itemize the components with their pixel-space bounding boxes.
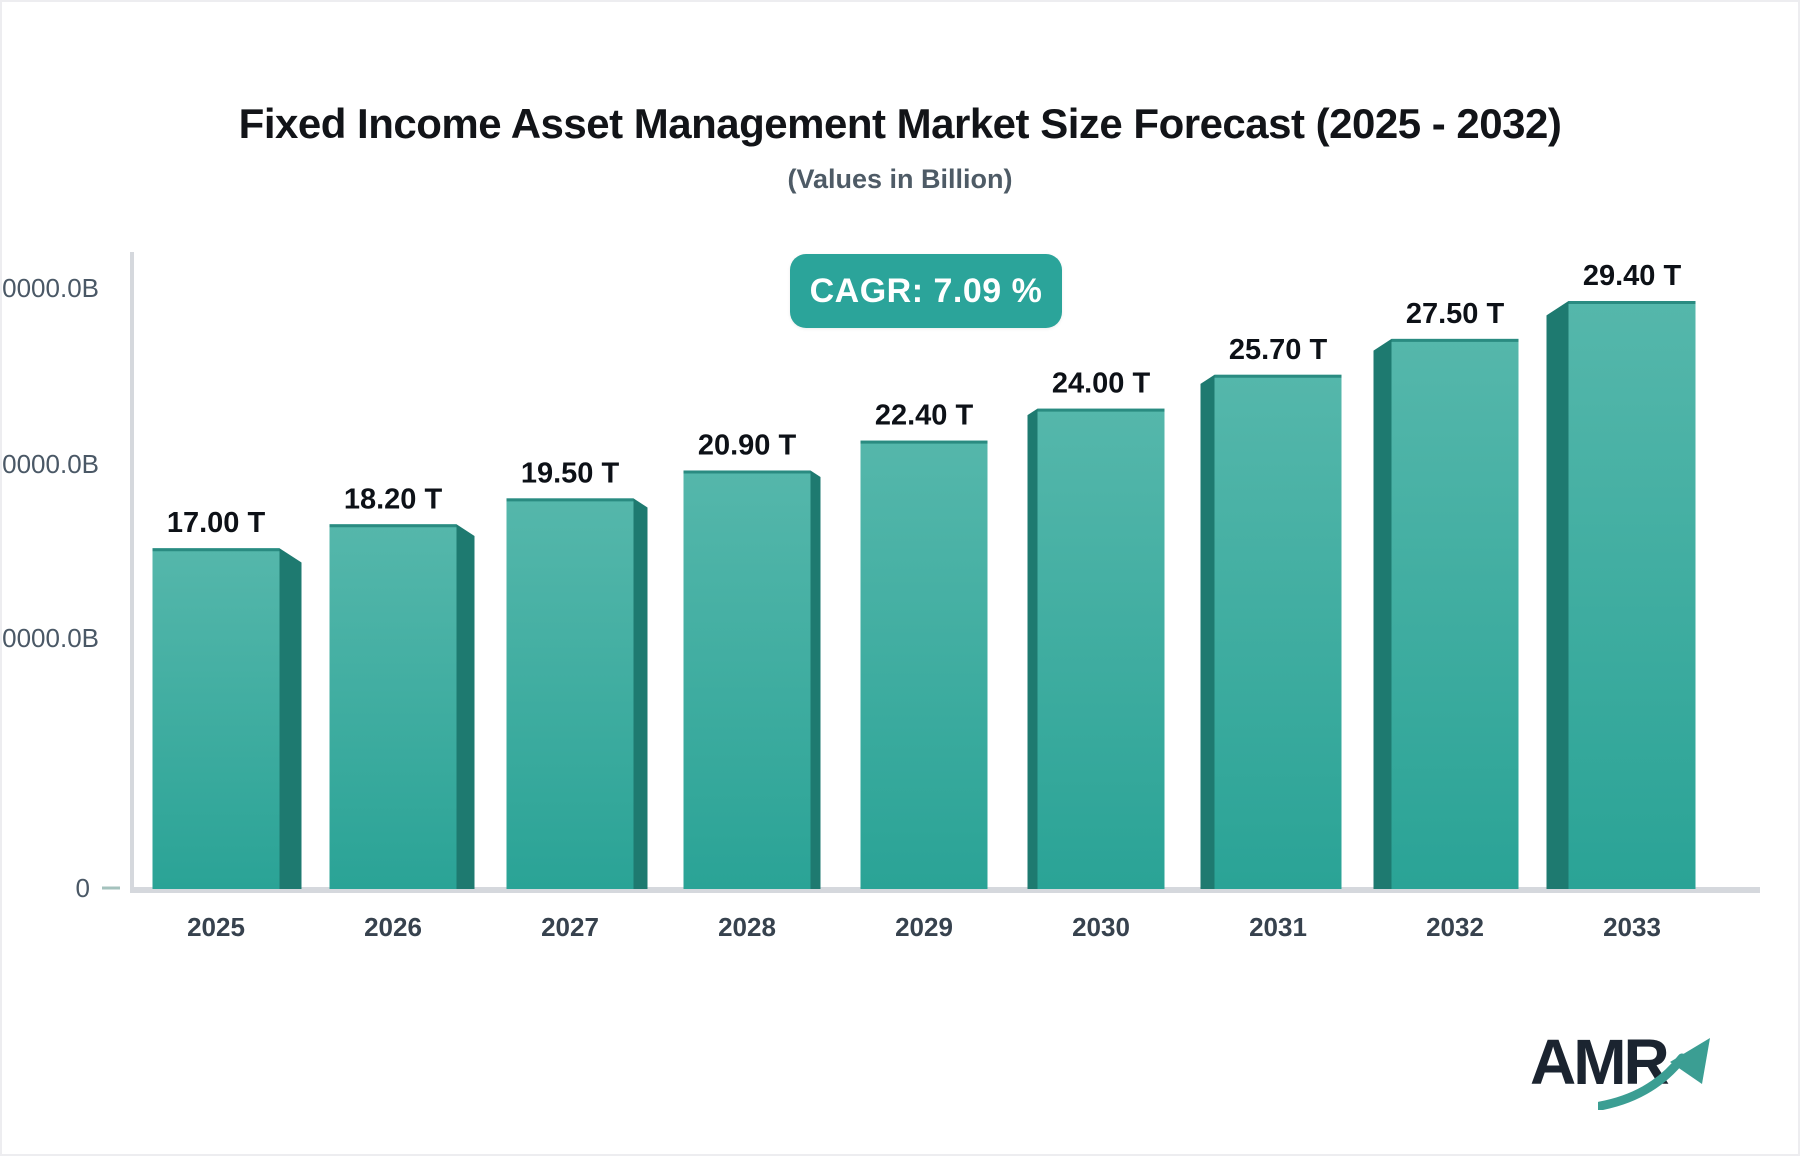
axes: 0000.0B 0000.0B 0000.0B 0 [2, 252, 1760, 903]
bar-side-face [1027, 408, 1038, 889]
bar-value-label: 29.40 T [1583, 260, 1682, 292]
bar-side-face [279, 548, 302, 889]
labels-group: 17.00 T 2025 18.20 T 2026 19.50 T 2027 20.90 T… [167, 260, 1682, 942]
bar-value-label: 18.20 T [344, 483, 443, 515]
bar-front-face [1037, 408, 1165, 889]
bar-side-face [456, 524, 475, 889]
bar-side-face [810, 470, 821, 889]
bar-front-face [1391, 338, 1519, 889]
x-axis-label: 2027 [541, 912, 599, 942]
bar-group-2033 [1546, 301, 1696, 890]
bar-group-2030 [1027, 408, 1165, 889]
amr-logo: AMR [1530, 1030, 1740, 1120]
amr-logo-text: AMR [1530, 1026, 1670, 1098]
x-axis-label: 2030 [1072, 912, 1130, 942]
bar-group-2025 [152, 548, 302, 889]
bar-value-label: 20.90 T [698, 429, 797, 461]
bar-side-face [1373, 338, 1392, 889]
bar-group-2026 [329, 524, 475, 889]
y-axis-tick-label: 0 [76, 873, 90, 903]
x-axis-label: 2033 [1603, 912, 1661, 942]
cagr-badge: CAGR: 7.09 % [790, 254, 1062, 328]
bar-group-2032 [1373, 338, 1519, 889]
bar-front-face [506, 498, 634, 889]
bars-group [152, 301, 1696, 890]
x-axis-label: 2025 [187, 912, 245, 942]
bar-value-label: 25.70 T [1229, 334, 1328, 366]
bar-front-face [860, 440, 988, 889]
bar-value-label: 27.50 T [1406, 298, 1505, 330]
y-axis-tick-label: 0000.0B [2, 449, 99, 479]
x-axis-label: 2029 [895, 912, 953, 942]
x-axis-label: 2032 [1426, 912, 1484, 942]
bar-side-face [1546, 301, 1569, 890]
bar-side-face [1200, 374, 1215, 889]
chart-title: Fixed Income Asset Management Market Siz… [238, 100, 1562, 147]
bar-value-label: 17.00 T [167, 507, 266, 539]
bar-value-label: 19.50 T [521, 457, 620, 489]
bar-group-2031 [1200, 374, 1342, 889]
x-axis-label: 2026 [364, 912, 422, 942]
bar-side-face [633, 498, 648, 889]
cagr-badge-label: CAGR: 7.09 % [809, 271, 1043, 310]
bar-value-label: 22.40 T [875, 400, 974, 432]
bar-value-label: 24.00 T [1052, 368, 1151, 400]
x-axis-label: 2031 [1249, 912, 1307, 942]
bar-front-face [1214, 374, 1342, 889]
x-axis-label: 2028 [718, 912, 776, 942]
y-axis-tick-label: 0000.0B [2, 273, 99, 303]
chart-subtitle: (Values in Billion) [787, 164, 1013, 194]
bar-group-2027 [506, 498, 648, 889]
growth-arrow-icon [1598, 1038, 1710, 1110]
y-axis-tick-label: 0000.0B [2, 623, 99, 653]
bar-group-2028 [683, 470, 821, 889]
bar-front-face [1568, 301, 1696, 890]
bar-group-2029 [860, 440, 988, 889]
bar-front-face [152, 548, 280, 889]
bar-front-face [329, 524, 457, 889]
bar-front-face [683, 470, 811, 889]
